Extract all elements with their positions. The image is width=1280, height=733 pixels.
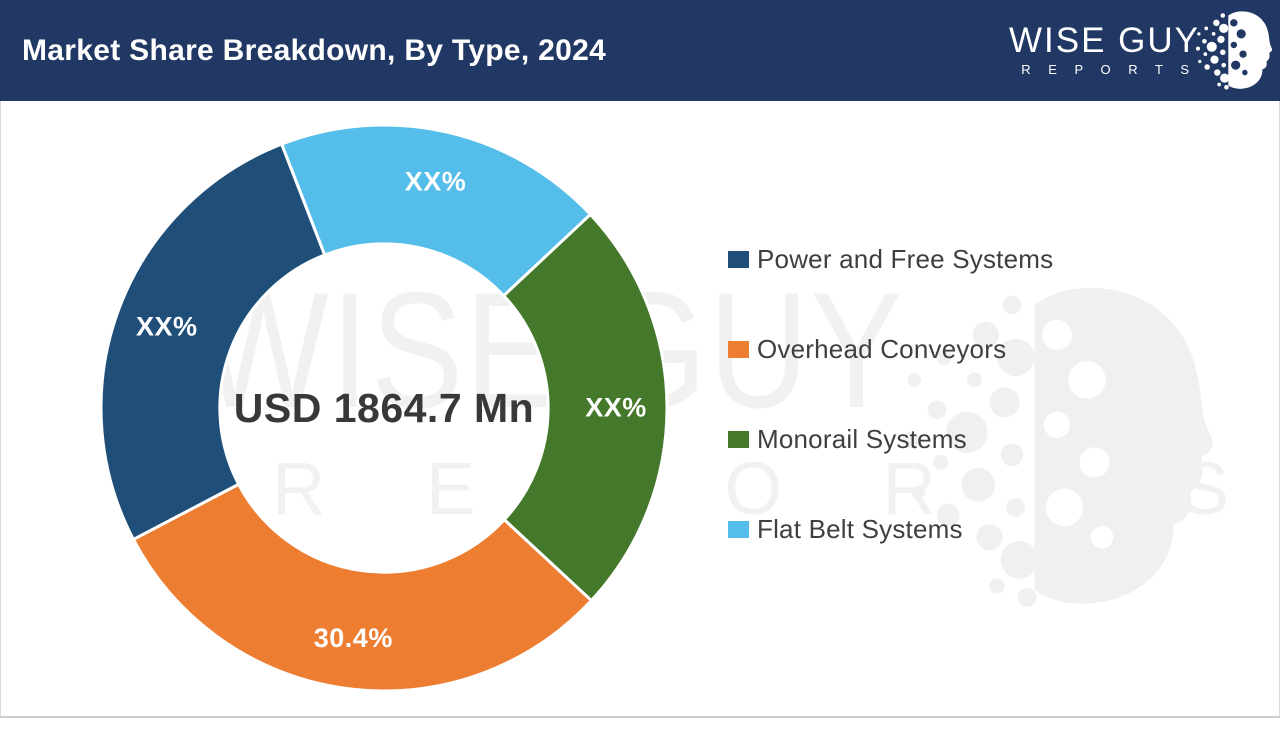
donut-segment-3 (131, 482, 593, 693)
legend-item: Power and Free Systems (728, 244, 1054, 274)
header-bar: Market Share Breakdown, By Type, 2024 WI… (0, 0, 1280, 101)
donut-slice-label: XX% (405, 167, 467, 197)
logo-wordmark: WISE GUY (1008, 21, 1200, 60)
legend-swatch (728, 341, 749, 358)
donut-slice-label: XX% (136, 312, 198, 342)
donut-slice-label: 30.4% (314, 623, 393, 653)
logo-face-icon (1195, 11, 1273, 90)
legend-swatch (728, 251, 749, 268)
watermark-face (902, 287, 1213, 607)
donut-segment-1 (280, 123, 592, 298)
page-title: Market Share Breakdown, By Type, 2024 (22, 33, 607, 67)
donut-center-label: USD 1864.7 Mn (234, 385, 534, 431)
legend-item: Overhead Conveyors (728, 334, 1053, 364)
legend-item: Monorail Systems (728, 424, 1053, 454)
donut-segment-2 (502, 212, 669, 603)
wise-guy-logo: WISE GUY R E P O R T S (1009, 4, 1278, 96)
legend-label: Flat Belt Systems (757, 514, 963, 544)
legend-label: Overhead Conveyors (757, 334, 1007, 364)
donut-chart-area: XX% XX% 30.4% XX% USD 1864.7 Mn (64, 88, 704, 733)
left-border-rule (0, 101, 1, 718)
logo-reports-text: R E P O R T S (1021, 62, 1196, 77)
legend: Power and Free Systems Overhead Conveyors… (728, 244, 1054, 606)
legend-swatch (728, 521, 749, 538)
legend-item: Flat Belt Systems (728, 514, 1053, 544)
logo-text: WISE GUY R E P O R T S (1009, 22, 1200, 78)
legend-label: Monorail Systems (757, 424, 967, 454)
donut-chart: XX% XX% 30.4% XX% USD 1864.7 Mn (99, 123, 669, 693)
bottom-border-rule (0, 716, 1280, 718)
legend-swatch (728, 431, 749, 448)
donut-segment-4 (99, 142, 327, 541)
donut-slice-label: XX% (585, 392, 647, 422)
legend-label: Power and Free Systems (757, 244, 1054, 274)
